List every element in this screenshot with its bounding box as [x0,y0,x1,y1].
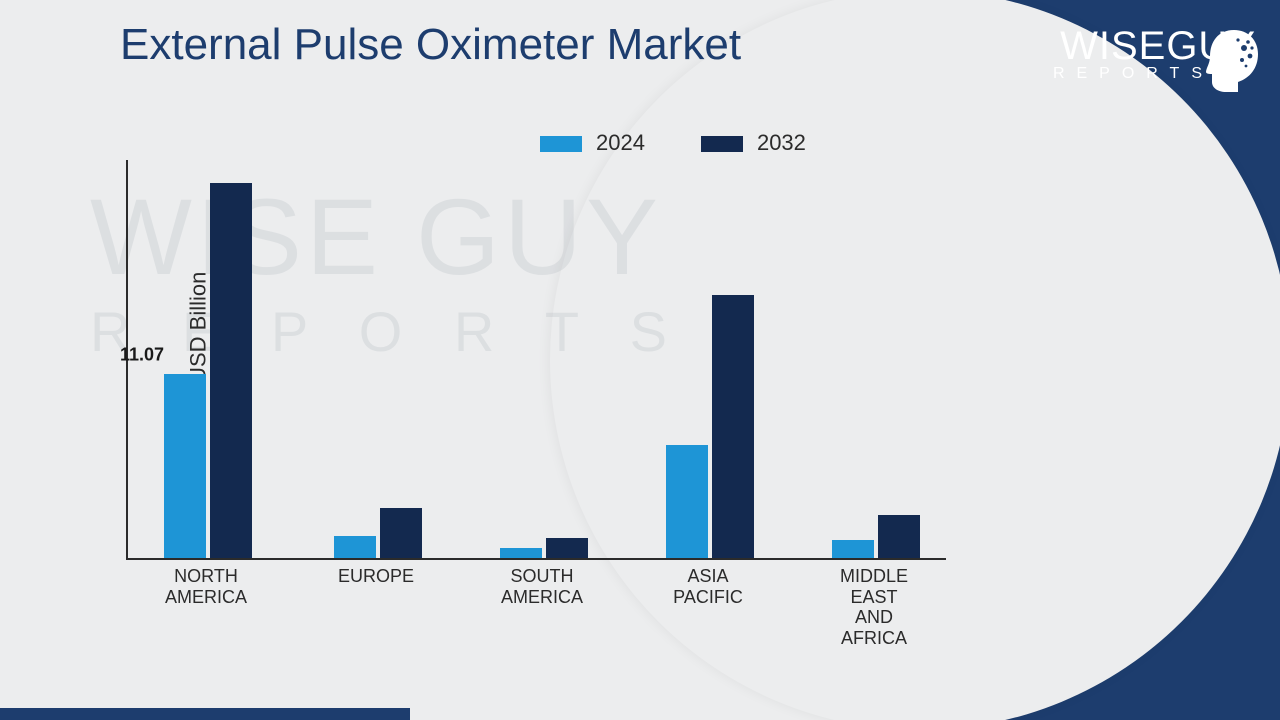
canvas: WISE GUY R E P O R T S External Pulse Ox… [0,0,1280,720]
x-axis-label: NORTHAMERICA [136,566,276,607]
bar-2024 [334,536,376,558]
chart: Market Size in USD Billion 11.07 NORTHAM… [50,140,970,660]
x-axis-label: ASIAPACIFIC [638,566,778,607]
bar-2032 [712,295,754,558]
x-axis-label: SOUTHAMERICA [472,566,612,607]
bar-2024 [164,374,206,559]
bar-2024 [832,540,874,558]
brand-word-1: WISE [1060,24,1166,68]
bar-value-label: 11.07 [120,344,164,365]
bar-2032 [380,508,422,558]
bar-2032 [546,538,588,558]
bar-2032 [878,515,920,558]
bars-container: 11.07 [128,160,946,558]
brand-logo: WISEGUY REPORTS [986,24,1256,83]
brand-sub: REPORTS [986,65,1214,83]
bar-2024 [500,548,542,558]
plot-area: 11.07 [126,160,946,560]
x-axis-label: EUROPE [306,566,446,587]
chart-title: External Pulse Oximeter Market [120,20,741,70]
bar-2024 [666,445,708,558]
brand-head-icon [1204,28,1262,94]
bottom-strip [0,708,410,720]
bar-2032 [210,183,252,558]
x-axis-label: MIDDLEEASTANDAFRICA [804,566,944,649]
